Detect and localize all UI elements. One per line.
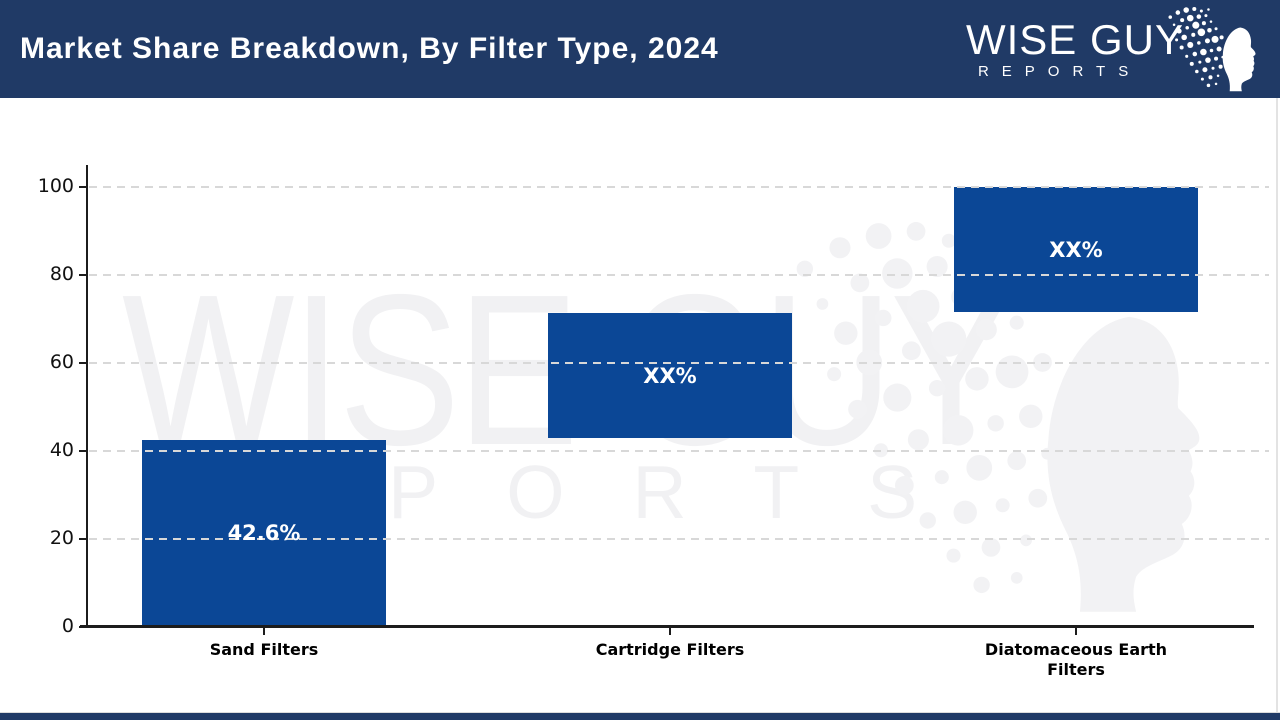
x-tick-1 [263, 628, 265, 635]
gridline-80 [89, 274, 1269, 276]
x-axis-spine [80, 625, 1254, 628]
bar-1 [142, 439, 386, 627]
y-tick-100 [79, 186, 86, 188]
bar-2 [548, 313, 792, 438]
bar-value-label-1: 42.6% [227, 521, 301, 546]
logo-text: WISE GUY REPORTS [965, 16, 1184, 81]
footer-bar [0, 712, 1280, 720]
wise-guy-reports-logo: WISE GUY REPORTS [966, 6, 1266, 94]
gridline-60 [89, 362, 1269, 364]
x-tick-2 [669, 628, 671, 635]
logo-reports-label: REPORTS [977, 63, 1142, 80]
y-tick-label-20: 20 [49, 527, 74, 549]
y-tick-80 [79, 274, 86, 276]
right-edge-border [1276, 98, 1278, 712]
gridline-20 [89, 538, 1269, 540]
x-category-label-2: Cartridge Filters [595, 640, 745, 659]
x-category-label-1: Sand Filters [209, 640, 319, 659]
y-tick-20 [79, 538, 86, 540]
logo-wordmark: WISE GUY [965, 16, 1184, 63]
dotted-face-profile-icon [1168, 7, 1256, 92]
y-tick-label-40: 40 [49, 439, 74, 461]
y-tick-label-0: 0 [61, 615, 74, 637]
bar-value-label-2: XX% [643, 363, 697, 388]
gridline-40 [89, 450, 1269, 452]
bar-value-label-3: XX% [1049, 237, 1103, 262]
chart-title: Market Share Breakdown, By Filter Type, … [20, 32, 719, 65]
y-tick-label-100: 100 [37, 175, 74, 197]
y-axis-spine [86, 165, 88, 628]
x-category-label-3: Diatomaceous Earth Filters [984, 640, 1168, 679]
y-tick-0 [79, 626, 86, 628]
y-tick-label-80: 80 [49, 263, 74, 285]
y-tick-label-60: 60 [49, 351, 74, 373]
bar-3 [954, 187, 1198, 313]
y-tick-60 [79, 362, 86, 364]
gridline-100 [89, 186, 1269, 188]
x-tick-3 [1075, 628, 1077, 635]
y-tick-40 [79, 450, 86, 452]
header-bar: Market Share Breakdown, By Filter Type, … [0, 0, 1280, 98]
